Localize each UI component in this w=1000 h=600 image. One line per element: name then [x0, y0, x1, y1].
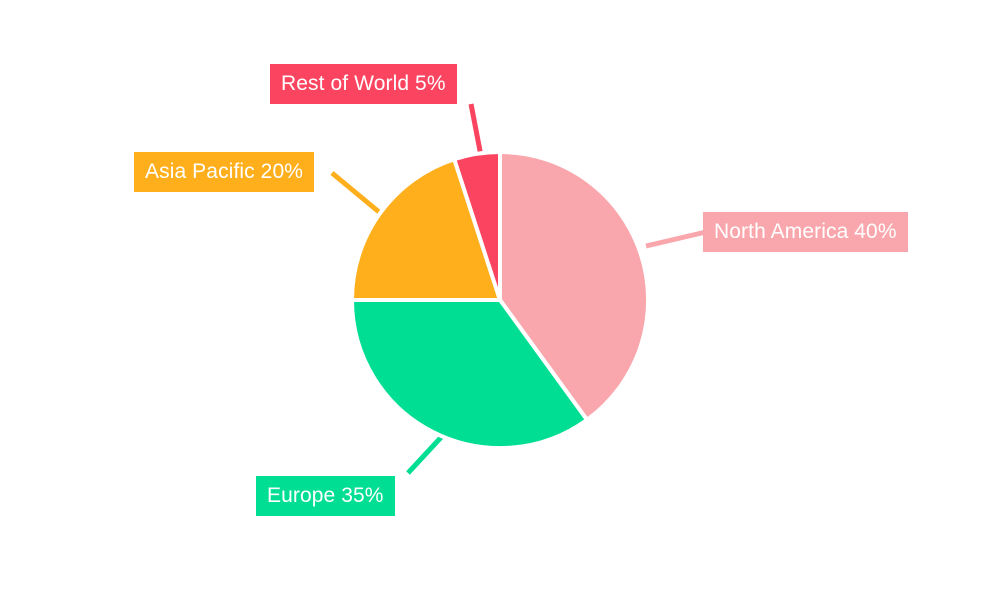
leader-line-north-america — [645, 229, 707, 249]
leader-line-rest-of-world — [468, 103, 484, 157]
pie-slice-asia-pacific[interactable] — [350, 157, 502, 302]
pie-slice-north-america[interactable] — [498, 150, 651, 422]
leader-line-asia-pacific — [330, 171, 381, 214]
slice-label-rest-of-world[interactable]: Rest of World 5% — [270, 64, 457, 104]
slice-label-asia-pacific[interactable]: Asia Pacific 20% — [134, 152, 315, 192]
slice-label-north-america[interactable]: North America 40% — [703, 212, 908, 252]
pie-slice-rest-of-world[interactable] — [452, 149, 502, 302]
slice-label-europe[interactable]: Europe 35% — [256, 476, 395, 516]
pie-slice-europe[interactable] — [350, 298, 589, 451]
leader-line-europe — [406, 430, 448, 475]
